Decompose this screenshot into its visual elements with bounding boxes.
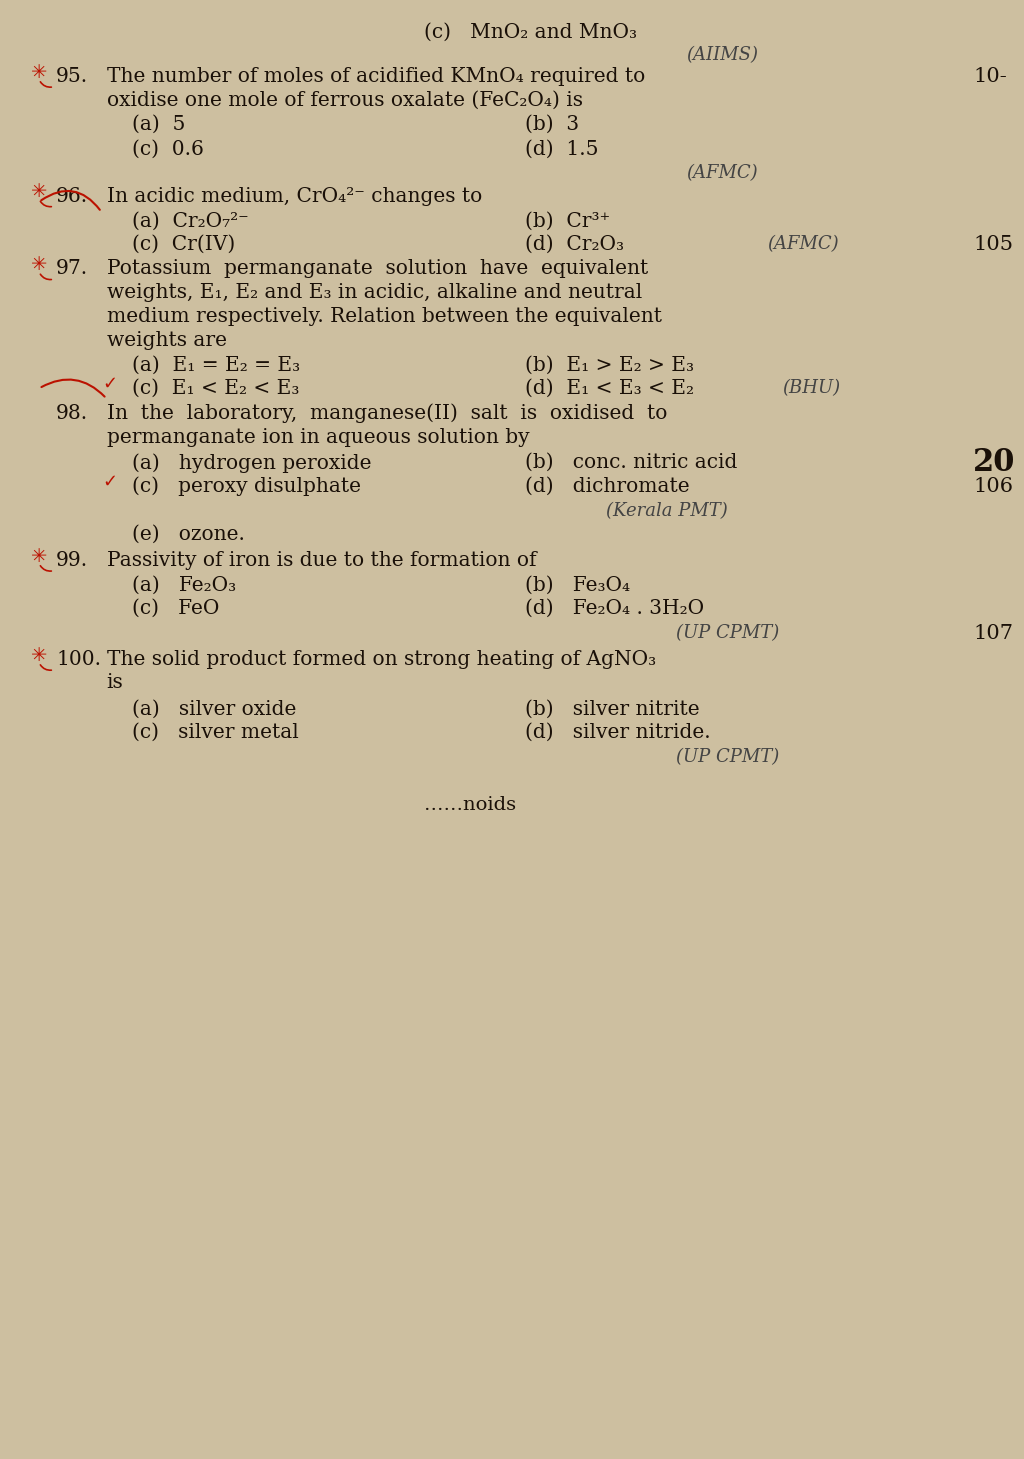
Text: (Kerala PMT): (Kerala PMT) [605,502,727,519]
Text: ✳: ✳ [31,646,47,665]
Text: (c)  Cr(IV): (c) Cr(IV) [132,235,234,254]
Text: 96.: 96. [56,187,88,206]
Text: The number of moles of acidified KMnO₄ required to: The number of moles of acidified KMnO₄ r… [106,67,645,86]
Text: 97.: 97. [56,260,88,279]
Text: ✳: ✳ [31,182,47,201]
Text: (d)   Fe₂O₄ . 3H₂O: (d) Fe₂O₄ . 3H₂O [525,600,703,619]
Text: weights are: weights are [106,331,226,350]
Text: (AFMC): (AFMC) [767,235,839,252]
Text: (a)   silver oxide: (a) silver oxide [132,700,296,719]
Text: (b)  3: (b) 3 [525,115,579,134]
Text: is: is [106,674,123,693]
Text: (b)  Cr³⁺: (b) Cr³⁺ [525,212,610,231]
Text: (AFMC): (AFMC) [686,163,758,182]
Text: ✓: ✓ [102,375,117,392]
Text: 20: 20 [974,448,1016,479]
Text: (a)  5: (a) 5 [132,115,185,134]
Text: (c)   silver metal: (c) silver metal [132,722,298,743]
Text: (d)  1.5: (d) 1.5 [525,140,598,159]
Text: 106: 106 [974,477,1014,496]
Text: (c)   FeO: (c) FeO [132,600,219,619]
Text: (b)   silver nitrite: (b) silver nitrite [525,700,699,719]
Text: (b)   Fe₃O₄: (b) Fe₃O₄ [525,576,630,595]
Text: 10-: 10- [974,67,1008,86]
Text: (AIIMS): (AIIMS) [686,45,758,64]
Text: (d)   dichromate: (d) dichromate [525,477,689,496]
Text: 99.: 99. [56,552,88,570]
Text: (a)  E₁ = E₂ = E₃: (a) E₁ = E₂ = E₃ [132,356,300,375]
Text: (UP CPMT): (UP CPMT) [676,748,779,766]
Text: (BHU): (BHU) [782,379,840,397]
Text: (e)   ozone.: (e) ozone. [132,525,245,544]
Text: Potassium  permanganate  solution  have  equivalent: Potassium permanganate solution have equ… [106,260,648,279]
Text: (b)  E₁ > E₂ > E₃: (b) E₁ > E₂ > E₃ [525,356,694,375]
Text: (d)   silver nitride.: (d) silver nitride. [525,722,711,743]
Text: ……noids: ……noids [424,797,516,814]
Text: 107: 107 [974,624,1014,643]
Text: (b)   conc. nitric acid: (b) conc. nitric acid [525,454,737,473]
Text: Passivity of iron is due to the formation of: Passivity of iron is due to the formatio… [106,552,536,570]
Text: ✓: ✓ [102,473,117,490]
Text: oxidise one mole of ferrous oxalate (FeC₂O₄) is: oxidise one mole of ferrous oxalate (FeC… [106,90,583,109]
Text: ✳: ✳ [31,63,47,82]
Text: (a)  Cr₂O₇²⁻: (a) Cr₂O₇²⁻ [132,212,249,231]
Text: 105: 105 [974,235,1014,254]
Text: (UP CPMT): (UP CPMT) [676,624,779,642]
Text: (c)   MnO₂ and MnO₃: (c) MnO₂ and MnO₃ [424,23,637,42]
Text: 98.: 98. [56,404,88,423]
Text: In  the  laboratory,  manganese(II)  salt  is  oxidised  to: In the laboratory, manganese(II) salt is… [106,403,667,423]
Text: (d)  E₁ < E₃ < E₂: (d) E₁ < E₃ < E₂ [525,379,694,398]
Text: (c)   peroxy disulphate: (c) peroxy disulphate [132,476,360,496]
Text: (a)   Fe₂O₃: (a) Fe₂O₃ [132,576,236,595]
Text: ✳: ✳ [31,547,47,566]
Text: In acidic medium, CrO₄²⁻ changes to: In acidic medium, CrO₄²⁻ changes to [106,187,481,206]
Text: (c)  E₁ < E₂ < E₃: (c) E₁ < E₂ < E₃ [132,379,299,398]
Text: (d)  Cr₂O₃: (d) Cr₂O₃ [525,235,624,254]
Text: 95.: 95. [56,67,88,86]
Text: medium respectively. Relation between the equivalent: medium respectively. Relation between th… [106,308,662,327]
Text: The solid product formed on strong heating of AgNO₃: The solid product formed on strong heati… [106,651,655,670]
Text: permanganate ion in aqueous solution by: permanganate ion in aqueous solution by [106,429,529,448]
Text: ✳: ✳ [31,255,47,274]
Text: weights, E₁, E₂ and E₃ in acidic, alkaline and neutral: weights, E₁, E₂ and E₃ in acidic, alkali… [106,283,642,302]
Text: 100.: 100. [56,651,101,670]
Text: (c)  0.6: (c) 0.6 [132,140,204,159]
Text: (a)   hydrogen peroxide: (a) hydrogen peroxide [132,452,372,473]
